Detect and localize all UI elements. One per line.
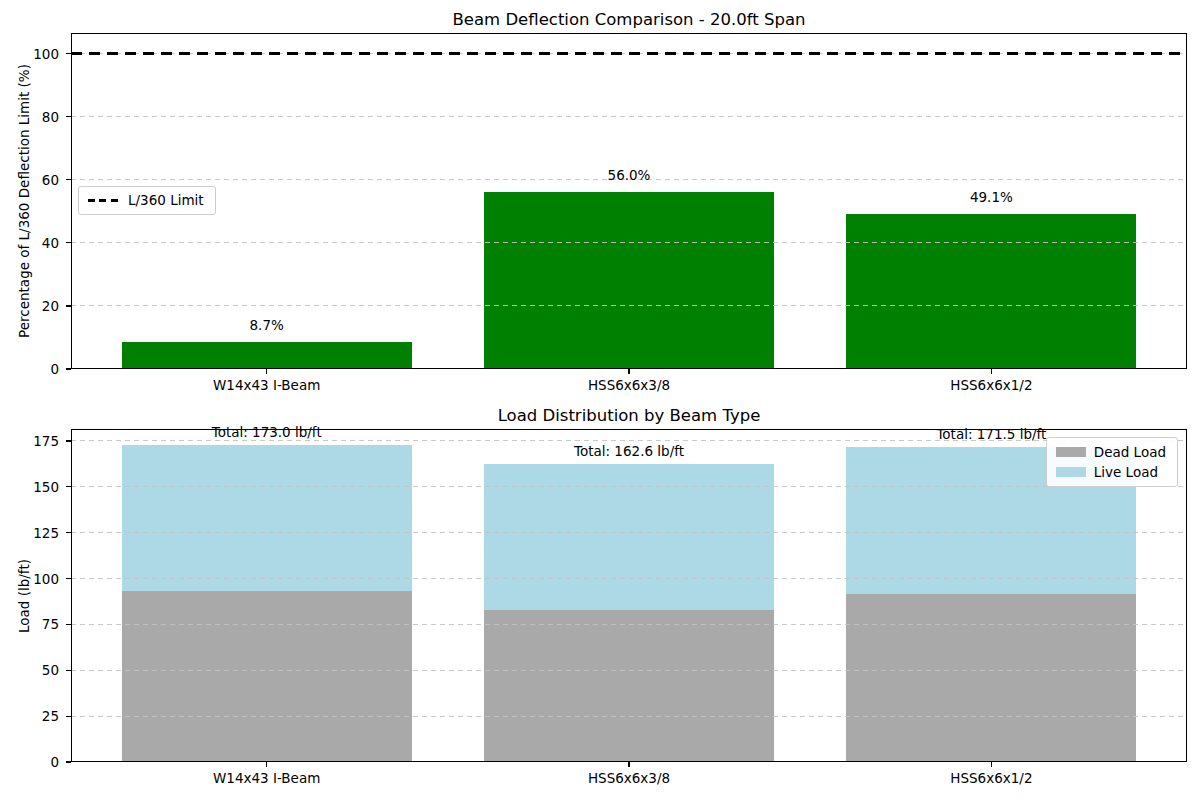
total-label: Total: 173.0 lb/ft xyxy=(157,425,377,440)
gridline xyxy=(71,578,1187,579)
y-tick-mark xyxy=(66,116,71,117)
y-tick-mark xyxy=(66,53,71,54)
y-tick-label: 50 xyxy=(13,662,59,678)
deflection-chart-axes: L/360 Limit 8.7%56.0%49.1%020406080100W1… xyxy=(71,33,1187,369)
x-tick-label: W14x43 I-Beam xyxy=(157,377,377,393)
y-tick-mark xyxy=(66,532,71,533)
gridline xyxy=(71,486,1187,487)
x-tick-mark xyxy=(628,762,629,767)
x-tick-label: HSS6x6x1/2 xyxy=(881,377,1101,393)
y-tick-label: 25 xyxy=(13,708,59,724)
y-tick-mark xyxy=(66,761,71,762)
x-tick-label: HSS6x6x1/2 xyxy=(881,770,1101,786)
bar-value-label: 56.0% xyxy=(559,168,699,183)
y-tick-label: 175 xyxy=(13,433,59,449)
y-tick-label: 100 xyxy=(13,46,59,62)
bar xyxy=(846,214,1136,369)
x-tick-label: W14x43 I-Beam xyxy=(157,770,377,786)
gridline xyxy=(71,624,1187,625)
x-tick-label: HSS6x6x3/8 xyxy=(519,770,739,786)
bar xyxy=(484,192,774,369)
x-tick-mark xyxy=(266,762,267,767)
figure: Beam Deflection Comparison - 20.0ft Span… xyxy=(0,0,1200,800)
x-tick-mark xyxy=(628,369,629,374)
legend-label: Dead Load xyxy=(1094,444,1166,460)
y-tick-mark xyxy=(66,578,71,579)
y-tick-mark xyxy=(66,305,71,306)
legend-label: L/360 Limit xyxy=(128,192,204,209)
legend-swatch xyxy=(1056,467,1086,478)
bar-value-label: 49.1% xyxy=(921,190,1061,205)
y-tick-label: 150 xyxy=(13,479,59,495)
dashed-line-swatch xyxy=(88,199,120,202)
legend-label: Live Load xyxy=(1094,464,1158,480)
y-tick-label: 0 xyxy=(13,754,59,770)
gridline xyxy=(71,532,1187,533)
reference-line xyxy=(71,52,1187,55)
legend-swatch xyxy=(1056,447,1086,458)
y-tick-mark xyxy=(66,486,71,487)
gridline xyxy=(71,716,1187,717)
load-chart-y-axis-label: Load (lb/ft) xyxy=(16,559,32,633)
y-tick-mark xyxy=(66,179,71,180)
y-tick-label: 125 xyxy=(13,525,59,541)
bar-segment-dead-load xyxy=(484,610,774,762)
bar-value-label: 8.7% xyxy=(197,318,337,333)
bar-segment-live-load xyxy=(122,445,412,592)
y-tick-label: 0 xyxy=(13,361,59,377)
y-tick-mark xyxy=(66,624,71,625)
total-label: Total: 162.6 lb/ft xyxy=(519,444,739,459)
bar xyxy=(122,342,412,369)
gridline xyxy=(71,242,1187,243)
x-tick-mark xyxy=(266,369,267,374)
y-tick-mark xyxy=(66,440,71,441)
deflection-chart-legend: L/360 Limit xyxy=(78,186,216,215)
legend-entry-dead-load: Dead Load xyxy=(1056,444,1166,460)
load-chart-title: Load Distribution by Beam Type xyxy=(71,406,1187,426)
load-chart-legend: Dead Load Live Load xyxy=(1046,437,1178,487)
gridline xyxy=(71,305,1187,306)
y-tick-mark xyxy=(66,716,71,717)
y-tick-mark xyxy=(66,368,71,369)
deflection-chart-title: Beam Deflection Comparison - 20.0ft Span xyxy=(71,10,1187,30)
load-chart-axes: Dead LoadLive Load Total: 173.0 lb/ftTot… xyxy=(71,429,1187,762)
legend-entry-live-load: Live Load xyxy=(1056,464,1166,480)
x-tick-label: HSS6x6x3/8 xyxy=(519,377,739,393)
x-tick-mark xyxy=(991,369,992,374)
y-tick-mark xyxy=(66,670,71,671)
bar-segment-dead-load xyxy=(122,591,412,762)
x-tick-mark xyxy=(991,762,992,767)
gridline xyxy=(71,116,1187,117)
deflection-chart-y-axis-label: Percentage of L/360 Deflection Limit (%) xyxy=(16,64,32,338)
gridline xyxy=(71,670,1187,671)
bar-segment-dead-load xyxy=(846,594,1136,762)
y-tick-mark xyxy=(66,242,71,243)
